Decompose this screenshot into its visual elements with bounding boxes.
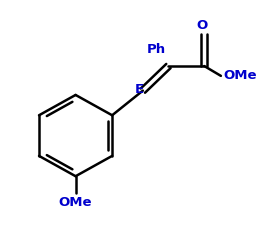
Text: Ph: Ph (147, 43, 166, 56)
Text: OMe: OMe (59, 196, 92, 209)
Text: E: E (134, 83, 144, 96)
Text: O: O (196, 19, 207, 32)
Text: OMe: OMe (223, 69, 257, 82)
